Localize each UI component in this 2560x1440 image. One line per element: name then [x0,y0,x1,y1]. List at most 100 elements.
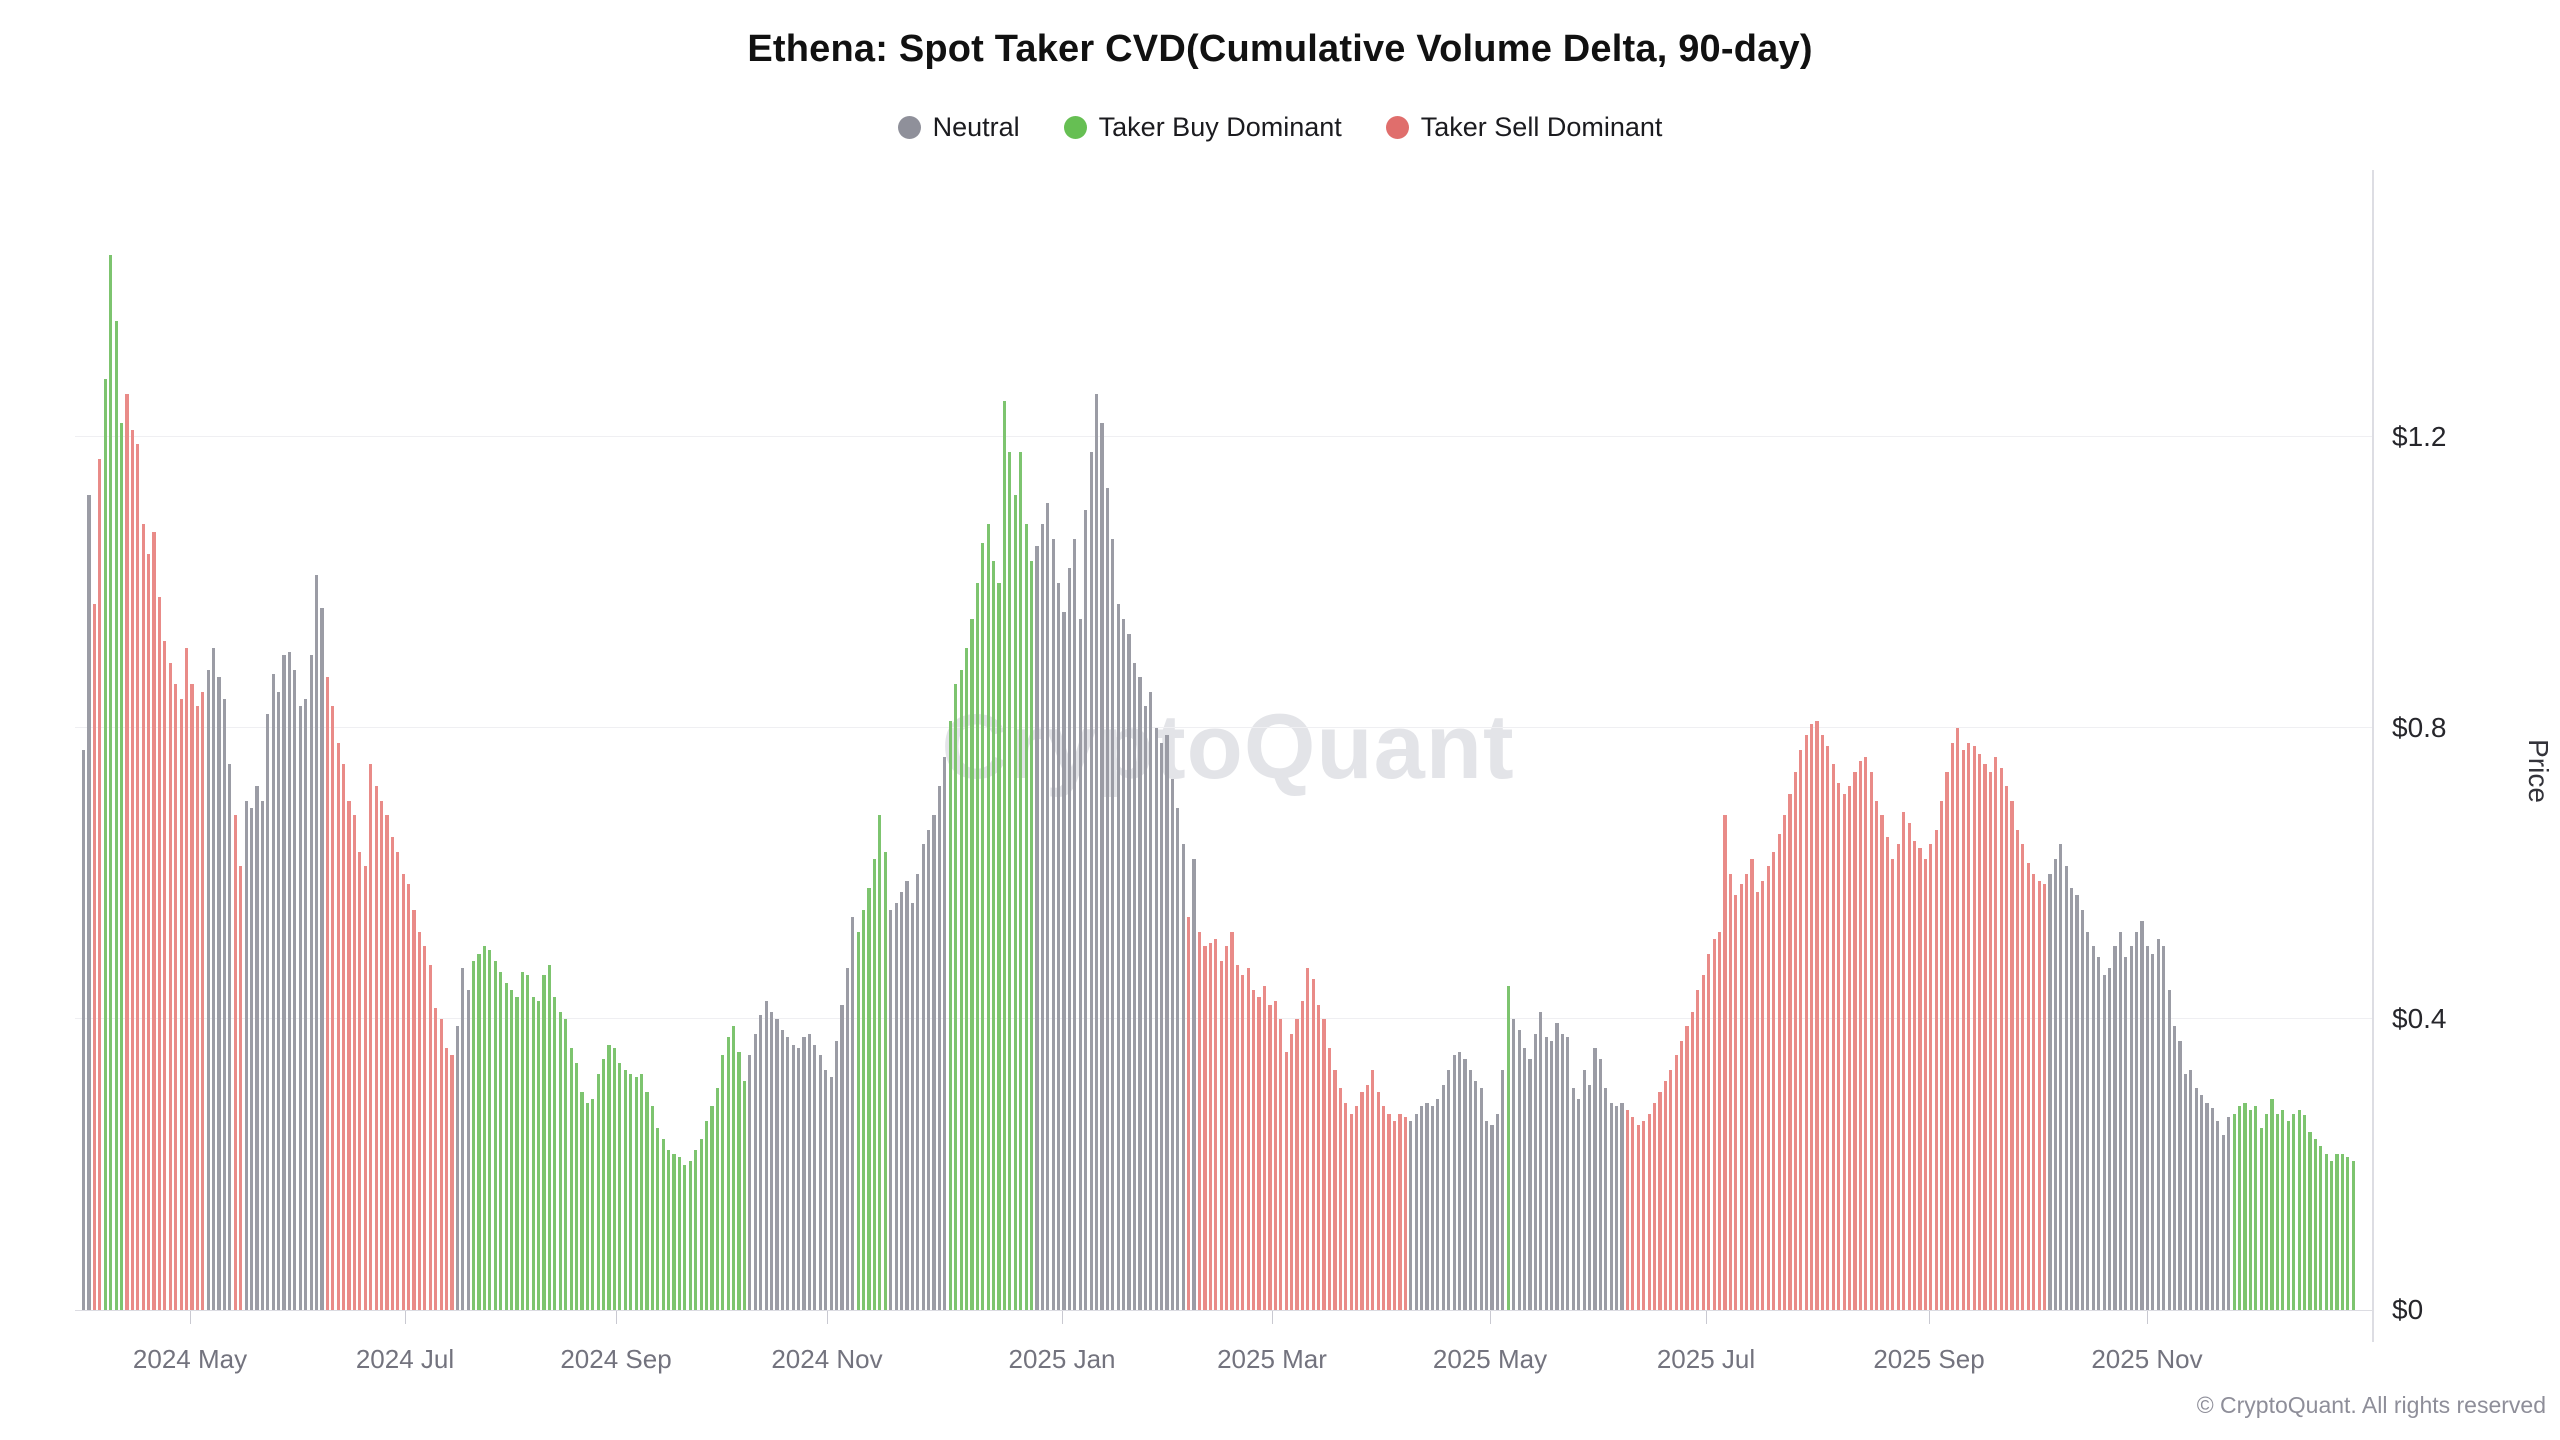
cvd-bar [2265,1113,2269,1310]
cvd-bar [206,669,210,1310]
cvd-bar [1474,1080,1478,1310]
legend-item-taker-buy[interactable]: Taker Buy Dominant [1063,112,1342,143]
cvd-bar [2270,1099,2274,1310]
cvd-bar [2086,931,2090,1310]
cvd-bar [591,1099,595,1310]
cvd-bar [444,1048,449,1310]
cvd-bar [2021,844,2025,1310]
cvd-bar [2194,1088,2198,1310]
plot-area[interactable] [75,200,2372,1310]
cvd-bar [347,800,351,1310]
cvd-bar [916,873,920,1310]
cvd-bar [136,444,140,1310]
cvd-bar [1788,793,1792,1310]
cvd-bar [699,1139,703,1310]
cvd-bar [369,764,373,1310]
cvd-bar [1289,1033,1294,1310]
cvd-bar [1100,422,1104,1310]
cvd-bar [1923,859,1927,1310]
cvd-bar [1669,1069,1673,1310]
cvd-bar [114,320,118,1310]
cvd-bar [201,691,205,1310]
cvd-bar [190,684,194,1310]
cvd-bar [547,964,552,1310]
legend-item-neutral[interactable]: Neutral [897,112,1020,143]
cvd-bar [1593,1048,1597,1310]
cvd-bar [157,597,162,1310]
cvd-bar [629,1073,633,1310]
cvd-bar [2037,880,2041,1310]
cvd-bar [574,1062,579,1310]
cvd-bar [1214,939,1218,1310]
cvd-bar [1089,451,1093,1310]
cvd-bar [1891,859,1895,1310]
cvd-bar [2313,1139,2317,1310]
cvd-bar [1934,829,1938,1310]
cvd-bar [2302,1115,2307,1310]
cvd-bar [883,851,887,1310]
cvd-bar [612,1048,617,1310]
copyright-text: © CryptoQuant. All rights reserved [2196,1392,2546,1418]
cvd-bar [1067,568,1072,1310]
cvd-bar [1858,760,1862,1310]
cvd-bar [1398,1113,1402,1310]
cvd-bar [1143,706,1147,1310]
cvd-bar [1587,1084,1592,1310]
cvd-bar [1522,1048,1527,1310]
cvd-bar [645,1091,649,1310]
cvd-bar [1799,749,1803,1310]
cvd-bar [780,1029,784,1310]
cvd-bar [212,648,216,1310]
cvd-bar [2102,975,2106,1310]
cvd-bar [667,1149,671,1310]
cvd-bar [1674,1055,1678,1310]
cvd-bar [1094,393,1099,1310]
cvd-bar [1170,779,1174,1310]
cvd-bar [2005,786,2009,1310]
cvd-bar [1224,946,1229,1310]
cvd-bar [1636,1124,1640,1310]
cvd-bar [1907,822,1911,1310]
cvd-bar [1555,1022,1559,1310]
cvd-bar [943,757,947,1310]
cvd-bar [1577,1099,1581,1310]
cvd-bar [385,815,389,1310]
cvd-bar [975,582,979,1310]
cvd-bar [580,1091,584,1310]
cvd-bar [531,997,535,1310]
cvd-bar [1159,742,1164,1310]
cvd-bar [1598,1059,1602,1310]
cvd-bar [260,800,264,1310]
cvd-bar [255,786,259,1310]
cvd-bar [1495,1113,1500,1310]
x-tick-label: 2024 May [132,1344,248,1374]
cvd-bar [1419,1106,1424,1310]
cvd-bar [748,1055,752,1310]
cvd-bar [1132,662,1137,1310]
cvd-bar [607,1044,611,1310]
cvd-bar [1734,895,1738,1310]
cvd-bar [1457,1051,1462,1310]
legend: Neutral Taker Buy Dominant Taker Sell Do… [0,112,2560,143]
cvd-bar [1977,753,1982,1310]
cvd-bar [439,1019,443,1310]
cvd-bar [1365,1084,1370,1310]
cvd-bar [764,1000,768,1310]
y-tick-label: $0.4 [2392,1003,2447,1035]
x-tick-label: 2025 Sep [1873,1344,1985,1374]
cvd-bar [1376,1091,1380,1310]
cvd-bar [1425,1102,1429,1310]
cvd-bar [753,1033,757,1310]
cvd-bar [2124,957,2128,1310]
cvd-bar [542,975,546,1310]
x-tick-label: 2025 Jul [1656,1344,1756,1374]
cvd-bar [1354,1106,1359,1310]
cvd-bar [325,677,329,1310]
cvd-bar [2075,895,2079,1310]
legend-item-taker-sell[interactable]: Taker Sell Dominant [1385,112,1662,143]
cvd-bar [1550,1040,1554,1310]
cvd-bar [1414,1113,1418,1310]
cvd-bar [239,866,243,1310]
cvd-bar [710,1106,714,1310]
cvd-bar [2129,946,2133,1310]
